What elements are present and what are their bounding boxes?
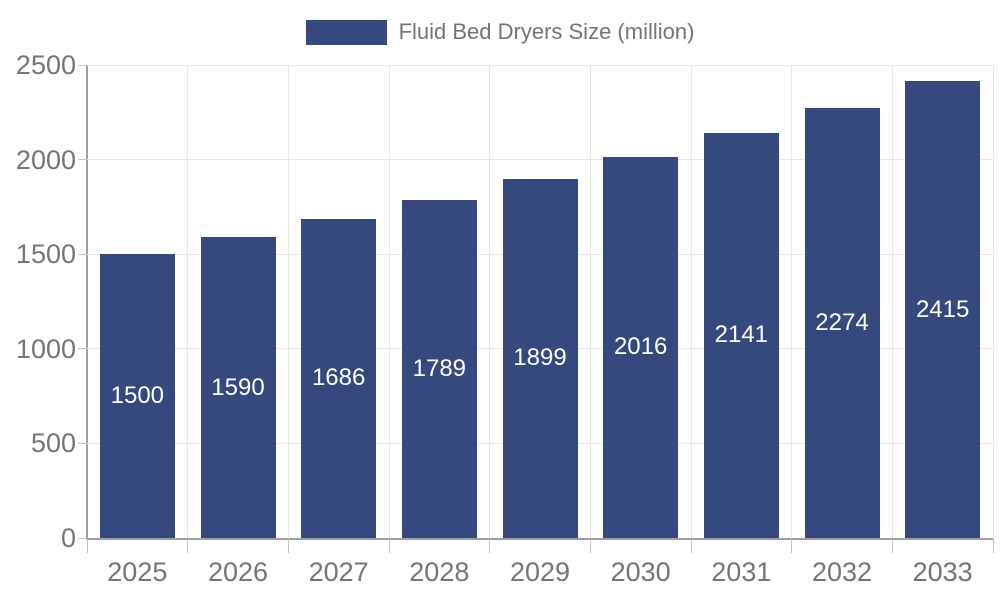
x-axis-tick: [86, 539, 88, 553]
x-tick-label: 2028: [409, 557, 470, 587]
y-axis-tick: [78, 442, 87, 444]
x-tick-label: 2025: [107, 557, 168, 587]
x-axis-tick: [287, 539, 289, 553]
bar-value-label: 2274: [815, 308, 869, 336]
v-gridline: [187, 65, 189, 538]
y-tick-label: 2000: [15, 144, 76, 175]
bar-value-label: 2141: [714, 321, 769, 349]
legend-label: Fluid Bed Dryers Size (million): [398, 19, 695, 44]
v-gridline: [891, 65, 893, 538]
x-tick-label: 2033: [912, 557, 973, 587]
y-axis-tick: [78, 159, 87, 161]
bar-value-label: 1500: [110, 382, 165, 410]
bar-value-label: 1590: [211, 373, 265, 401]
x-axis-tick: [589, 539, 591, 553]
bar-2031[interactable]: 2141: [703, 132, 779, 538]
bar-2026[interactable]: 1590: [200, 237, 276, 538]
x-axis-tick: [891, 539, 893, 553]
y-axis-tick: [78, 537, 87, 539]
v-gridline: [489, 65, 491, 538]
v-gridline: [791, 65, 793, 538]
y-tick-label: 1500: [15, 239, 76, 270]
v-gridline: [589, 65, 591, 538]
x-axis-tick: [690, 539, 692, 553]
bar-value-label: 1789: [412, 354, 467, 382]
v-gridline: [287, 65, 289, 538]
v-gridline: [992, 65, 994, 538]
legend-swatch: [305, 19, 387, 45]
x-tick-label: 2030: [610, 557, 671, 587]
x-tick-label: 2029: [509, 557, 571, 587]
bar-value-label: 2016: [613, 333, 668, 361]
v-gridline: [690, 65, 692, 538]
bar-value-label: 2415: [915, 295, 970, 323]
h-gridline: [87, 64, 993, 66]
bar-value-label: 1899: [513, 344, 567, 372]
y-tick-label: 0: [60, 523, 76, 553]
bar-2029[interactable]: 1899: [502, 178, 578, 538]
x-tick-label: 2032: [811, 557, 873, 587]
x-tick-label: 2026: [207, 557, 269, 587]
bar-2028[interactable]: 1789: [401, 199, 477, 538]
x-axis-tick: [791, 539, 793, 553]
y-tick-label: 1000: [15, 333, 76, 364]
h-gridline: [87, 159, 993, 161]
x-tick-label: 2031: [711, 557, 772, 587]
chart-legend[interactable]: Fluid Bed Dryers Size (million): [0, 18, 1000, 46]
y-axis-tick: [78, 348, 87, 350]
y-axis-line: [85, 65, 88, 539]
x-axis-tick: [489, 539, 491, 553]
x-axis-line: [85, 538, 993, 540]
x-axis-tick: [388, 539, 390, 553]
bar-2033[interactable]: 2415: [905, 81, 981, 538]
x-axis-tick: [992, 539, 994, 553]
v-gridline: [388, 65, 390, 538]
y-tick-label: 2500: [15, 50, 76, 80]
x-axis-tick: [187, 539, 189, 553]
bar-2027[interactable]: 1686: [301, 219, 377, 538]
bar-2025[interactable]: 1500: [99, 254, 175, 538]
bar-2032[interactable]: 2274: [804, 107, 880, 538]
bar-2030[interactable]: 2016: [603, 156, 679, 538]
y-axis-tick: [78, 64, 87, 66]
bar-value-label: 1686: [311, 364, 366, 392]
x-tick-label: 2027: [308, 557, 369, 587]
y-tick-label: 500: [30, 428, 76, 459]
y-axis-tick: [78, 253, 87, 255]
